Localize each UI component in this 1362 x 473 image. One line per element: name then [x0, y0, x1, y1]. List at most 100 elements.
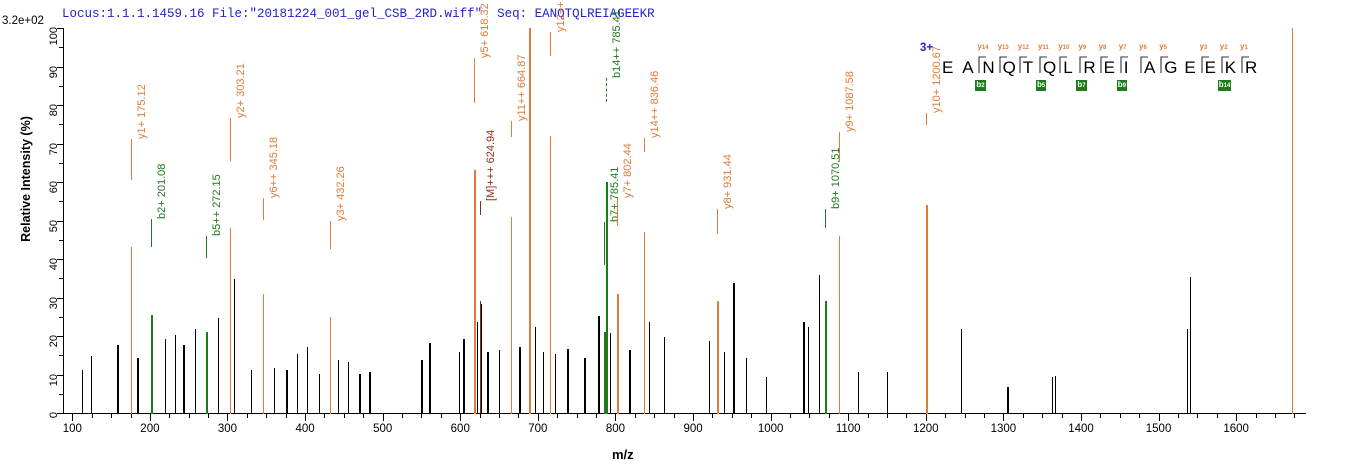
spectrum-peak: [421, 360, 423, 414]
peak-label-leader: [510, 120, 512, 137]
spectrum-peak: [724, 352, 726, 414]
peak-label-leader: [643, 138, 645, 153]
y-ion-cleavage-mark: [1241, 56, 1250, 73]
spectrum-peak: [1007, 387, 1009, 414]
x-tick-label: 1600: [1223, 423, 1249, 435]
spectrum-peak: [369, 371, 371, 414]
x-tick-minor: [983, 414, 985, 418]
spectrum-peak: [90, 356, 93, 414]
x-tick-minor: [576, 414, 578, 418]
x-tick-minor: [518, 414, 520, 418]
spectrum-peak: [663, 337, 665, 414]
x-tick-minor: [1197, 414, 1199, 418]
b-ion-label: b14: [1217, 80, 1232, 91]
x-tick: [305, 414, 307, 421]
ladder-residue: E: [1204, 58, 1216, 77]
spectrum-peak: [584, 358, 586, 414]
spectrum-peak: [137, 358, 139, 414]
annotated-ion-stick: [838, 235, 840, 413]
x-tick-minor: [634, 414, 636, 418]
annotated-ion-stick: [549, 135, 551, 413]
x-tick-minor: [130, 414, 132, 418]
ladder-residue: R: [1083, 58, 1096, 77]
ladder-residue: I: [1123, 58, 1129, 77]
page-title: Locus:1.1.1.1459.16 File:"20181224_001_g…: [62, 7, 655, 21]
peak-label: y6++ 345.18: [267, 136, 280, 198]
peak-label-leader: [229, 118, 231, 161]
y-tick: [57, 297, 63, 299]
x-tick-minor: [208, 414, 210, 418]
x-tick-minor: [1119, 414, 1121, 418]
x-tick-label: 1500: [1145, 423, 1172, 435]
spectrum-peak: [519, 346, 521, 414]
x-tick: [227, 414, 229, 421]
x-tick-minor: [169, 414, 171, 418]
spectrum-peak: [818, 275, 821, 414]
x-tick: [770, 414, 772, 421]
x-tick: [1236, 414, 1238, 421]
annotated-ion-stick: [510, 216, 512, 413]
ladder-residue: G: [1164, 58, 1178, 77]
x-tick-minor: [246, 414, 248, 418]
y-tick: [57, 28, 63, 29]
peak-label: y12++ 715.39: [555, 0, 567, 32]
x-tick-label: 800: [605, 423, 626, 435]
y-ion-label: y8: [1098, 42, 1107, 51]
y-tick-minor: [59, 201, 63, 203]
annotated-ion-stick: [617, 293, 619, 413]
x-tick-minor: [654, 414, 656, 418]
peak-label: y11++ 664.87: [515, 54, 528, 121]
spectrum-peak: [765, 377, 768, 414]
spectrum-peak: [480, 304, 482, 414]
annotated-ion-stick: [529, 28, 531, 413]
y-axis-line: [63, 28, 64, 414]
y-tick-minor: [59, 393, 63, 395]
spectrum-peak: [1051, 377, 1053, 414]
annotated-ion-stick: [130, 247, 132, 413]
spectrum-peak: [359, 373, 361, 414]
ladder-residue: A: [962, 58, 974, 77]
precursor-charge-label: 3+: [920, 42, 934, 54]
x-tick-minor: [421, 414, 423, 418]
x-tick-minor: [1294, 414, 1296, 418]
peak-label-leader: [617, 197, 619, 227]
spectrum-peak: [218, 317, 220, 414]
spectrum-peak: [487, 352, 489, 414]
y-ion-label: y11: [1038, 42, 1049, 51]
y-ion-label: y2: [1219, 42, 1228, 51]
x-tick-label: 600: [450, 423, 470, 435]
spectrum-peak: [857, 371, 859, 414]
x-tick-minor: [479, 414, 481, 418]
x-tick: [848, 414, 850, 421]
y-ion-cleavage-mark: [1019, 56, 1028, 73]
x-tick-label: 400: [295, 423, 315, 435]
x-tick-minor: [712, 414, 714, 418]
ladder-residue: Q: [1002, 58, 1016, 77]
peak-label-leader: [130, 139, 132, 180]
x-tick-minor: [188, 414, 190, 418]
peak-label: b7+ 785.41: [609, 166, 622, 223]
spectrum-peak: [1189, 277, 1191, 414]
peak-label: y14++ 836.46: [648, 70, 661, 139]
x-tick-minor: [964, 414, 966, 418]
peak-label-leader: [150, 218, 152, 248]
peak-label: [M]+++ 624.94: [484, 130, 497, 202]
x-tick: [925, 414, 927, 421]
peak-label-leader: [479, 201, 481, 216]
x-tick-minor: [499, 414, 501, 418]
ladder-residue: E: [1103, 58, 1115, 77]
annotated-ion-stick: [604, 332, 607, 413]
x-tick-label: 100: [62, 423, 82, 435]
spectrum-peak: [319, 373, 321, 414]
ladder-residue: E: [942, 58, 954, 77]
y-tick-minor: [59, 124, 63, 126]
ladder-residue: R: [1245, 58, 1258, 77]
spectrum-peak: [194, 329, 197, 414]
x-tick-minor: [324, 414, 326, 418]
x-tick-label: 1100: [835, 423, 861, 435]
y-tick-minor: [59, 355, 63, 357]
spectrum-peak: [347, 362, 350, 414]
y-ion-cleavage-mark: [1059, 56, 1068, 73]
y-tick: [57, 259, 63, 260]
